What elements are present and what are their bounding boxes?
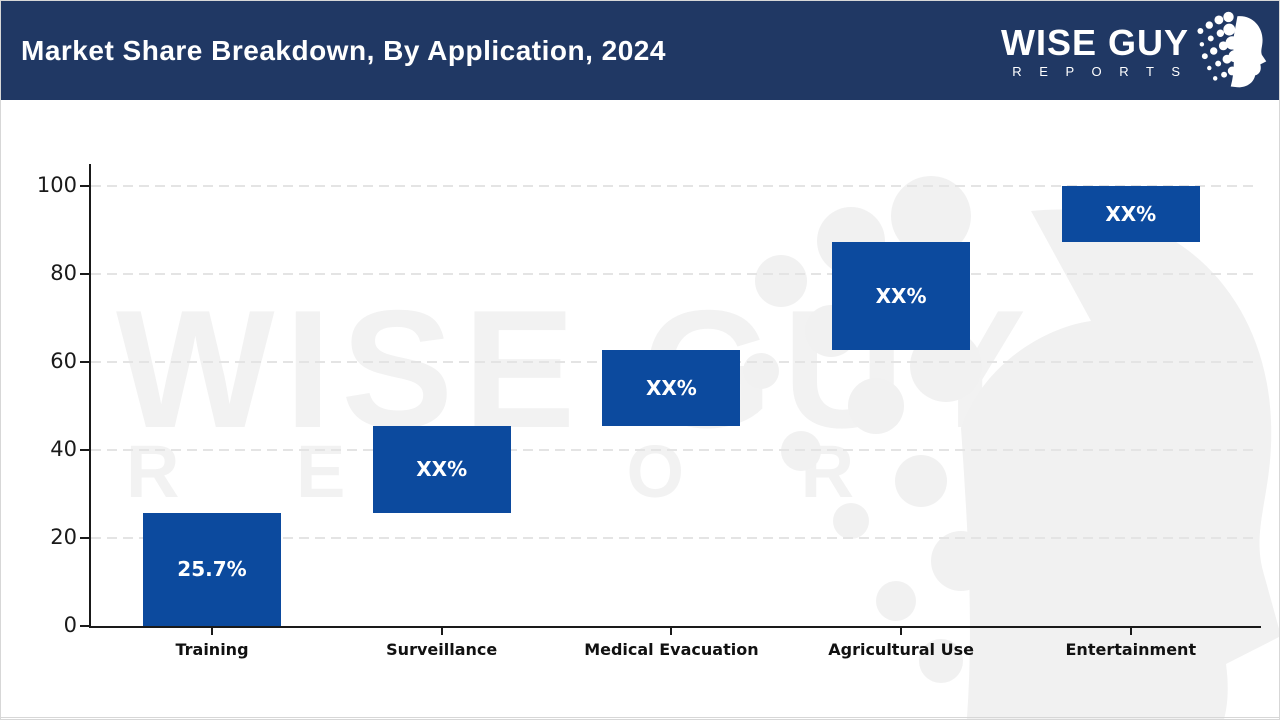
y-tick-label: 80 — [50, 261, 77, 285]
bottom-divider — [1, 717, 1279, 718]
gridline — [91, 537, 1257, 539]
y-tick-mark — [80, 537, 89, 539]
x-tick-mark — [440, 628, 443, 635]
bar-value-label: 25.7% — [177, 557, 247, 582]
y-tick-mark — [80, 185, 89, 187]
brand-logo: WISE GUY R E P O R T S — [1001, 9, 1267, 93]
dotted-head-icon — [1197, 11, 1267, 88]
gridline — [91, 449, 1257, 451]
y-tick-mark — [80, 361, 89, 363]
bar-segment-training: 25.7% — [143, 512, 281, 626]
x-category-label-medical-evacuation: Medical Evacuation — [584, 640, 759, 659]
bar-segment-medical-evacuation: XX% — [602, 350, 741, 426]
x-category-label-training: Training — [175, 640, 249, 659]
y-axis-line — [89, 164, 91, 628]
y-tick-mark — [80, 273, 89, 275]
page-title: Market Share Breakdown, By Application, … — [21, 34, 666, 66]
x-tick-mark — [1129, 628, 1132, 635]
bar-segment-agricultural-use: XX% — [832, 241, 971, 351]
x-category-label-entertainment: Entertainment — [1065, 640, 1197, 659]
bar-value-label: XX% — [1105, 201, 1157, 226]
x-tick-mark — [900, 628, 903, 635]
bar-value-label: XX% — [875, 283, 927, 308]
y-tick-label: 40 — [50, 437, 77, 461]
y-tick-label: 60 — [50, 349, 77, 373]
x-tick-mark — [670, 628, 673, 635]
gridline — [91, 185, 1257, 187]
gridline — [91, 273, 1257, 275]
x-tick-mark — [211, 628, 213, 635]
brand-logo-text: WISE GUY R E P O R T S — [1000, 21, 1189, 79]
y-tick-mark — [80, 625, 89, 627]
y-tick-label: 100 — [36, 173, 77, 197]
brand-subname: R E P O R T S — [1012, 63, 1187, 79]
bar-value-label: XX% — [416, 457, 468, 482]
bar-value-label: XX% — [645, 375, 697, 400]
x-category-label-agricultural-use: Agricultural Use — [828, 640, 974, 659]
brand-name: WISE GUY — [1000, 21, 1189, 63]
header-bar: Market Share Breakdown, By Application, … — [1, 1, 1279, 100]
bar-segment-entertainment: XX% — [1061, 186, 1200, 242]
y-tick-label: 0 — [63, 613, 77, 637]
y-tick-label: 20 — [50, 525, 77, 549]
bar-segment-surveillance: XX% — [372, 425, 511, 513]
y-tick-mark — [80, 449, 89, 451]
x-category-label-surveillance: Surveillance — [386, 640, 498, 659]
x-axis-line — [89, 626, 1261, 628]
chart-plot-area: 0 20 40 60 80 100 25.7% XX% XX% XX% XX% Training Sur… — [1, 100, 1279, 717]
